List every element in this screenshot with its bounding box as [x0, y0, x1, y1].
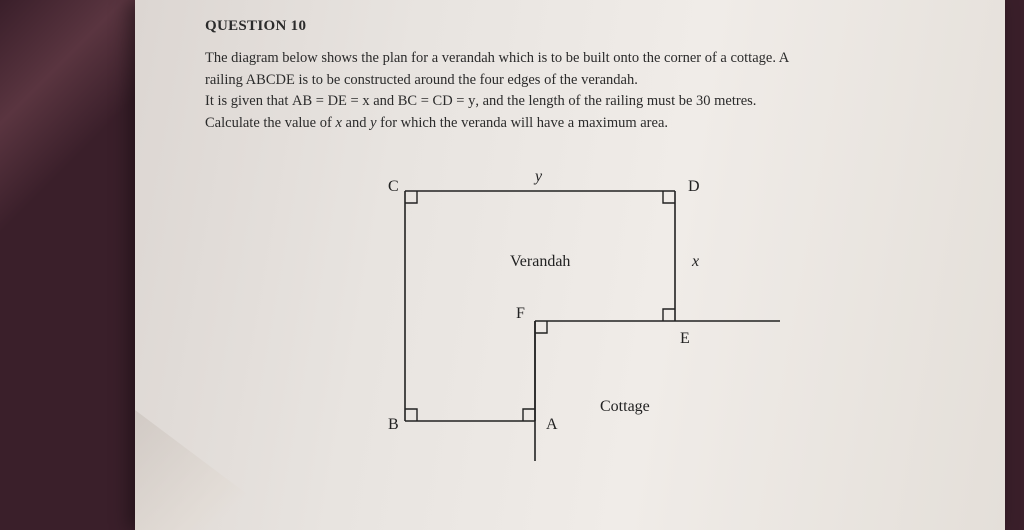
- diagram-label-Verandah: Verandah: [510, 253, 570, 270]
- right-angle-icon: [663, 309, 675, 321]
- text-fragment: , and the length of the railing must be …: [475, 93, 756, 109]
- diagram-label-x_right: x: [691, 253, 699, 270]
- diagram-container: C D E F A By x Verandah Cottage: [205, 161, 935, 471]
- body-line-1: The diagram below shows the plan for a v…: [205, 49, 935, 69]
- diagram-label-C: C: [388, 178, 399, 195]
- worksheet-page: QUESTION 10 The diagram below shows the …: [135, 0, 1005, 530]
- right-angle-icon: [535, 321, 547, 333]
- body-line-4: Calculate the value of x and y for which…: [205, 114, 935, 134]
- equation-ab-de: AB = DE = x: [292, 93, 370, 109]
- diagram-label-D: D: [688, 178, 700, 195]
- question-heading: QUESTION 10: [205, 18, 935, 35]
- diagram-label-y_top: y: [533, 168, 543, 185]
- right-angle-icon: [405, 191, 417, 203]
- right-angle-icon: [523, 409, 535, 421]
- question-body: The diagram below shows the plan for a v…: [205, 49, 935, 133]
- diagram-label-A: A: [546, 416, 558, 433]
- right-angle-icon: [405, 409, 417, 421]
- body-line-3: It is given that AB = DE = x and BC = CD…: [205, 92, 935, 112]
- right-angle-icon: [663, 191, 675, 203]
- diagram-label-F: F: [516, 305, 525, 322]
- diagram-label-Cottage: Cottage: [600, 398, 650, 415]
- text-fragment: and: [370, 93, 398, 109]
- diagram-label-E: E: [680, 330, 690, 347]
- diagram-label-B: B: [388, 416, 399, 433]
- equation-bc-cd: BC = CD = y: [398, 93, 476, 109]
- verandah-plan-diagram: C D E F A By x Verandah Cottage: [310, 161, 830, 471]
- text-fragment: for which the veranda will have a maximu…: [377, 115, 669, 131]
- body-line-2: railing ABCDE is to be constructed aroun…: [205, 71, 935, 91]
- text-fragment: It is given that: [205, 93, 292, 109]
- text-fragment: Calculate the value of: [205, 115, 335, 131]
- text-fragment: and: [342, 115, 370, 131]
